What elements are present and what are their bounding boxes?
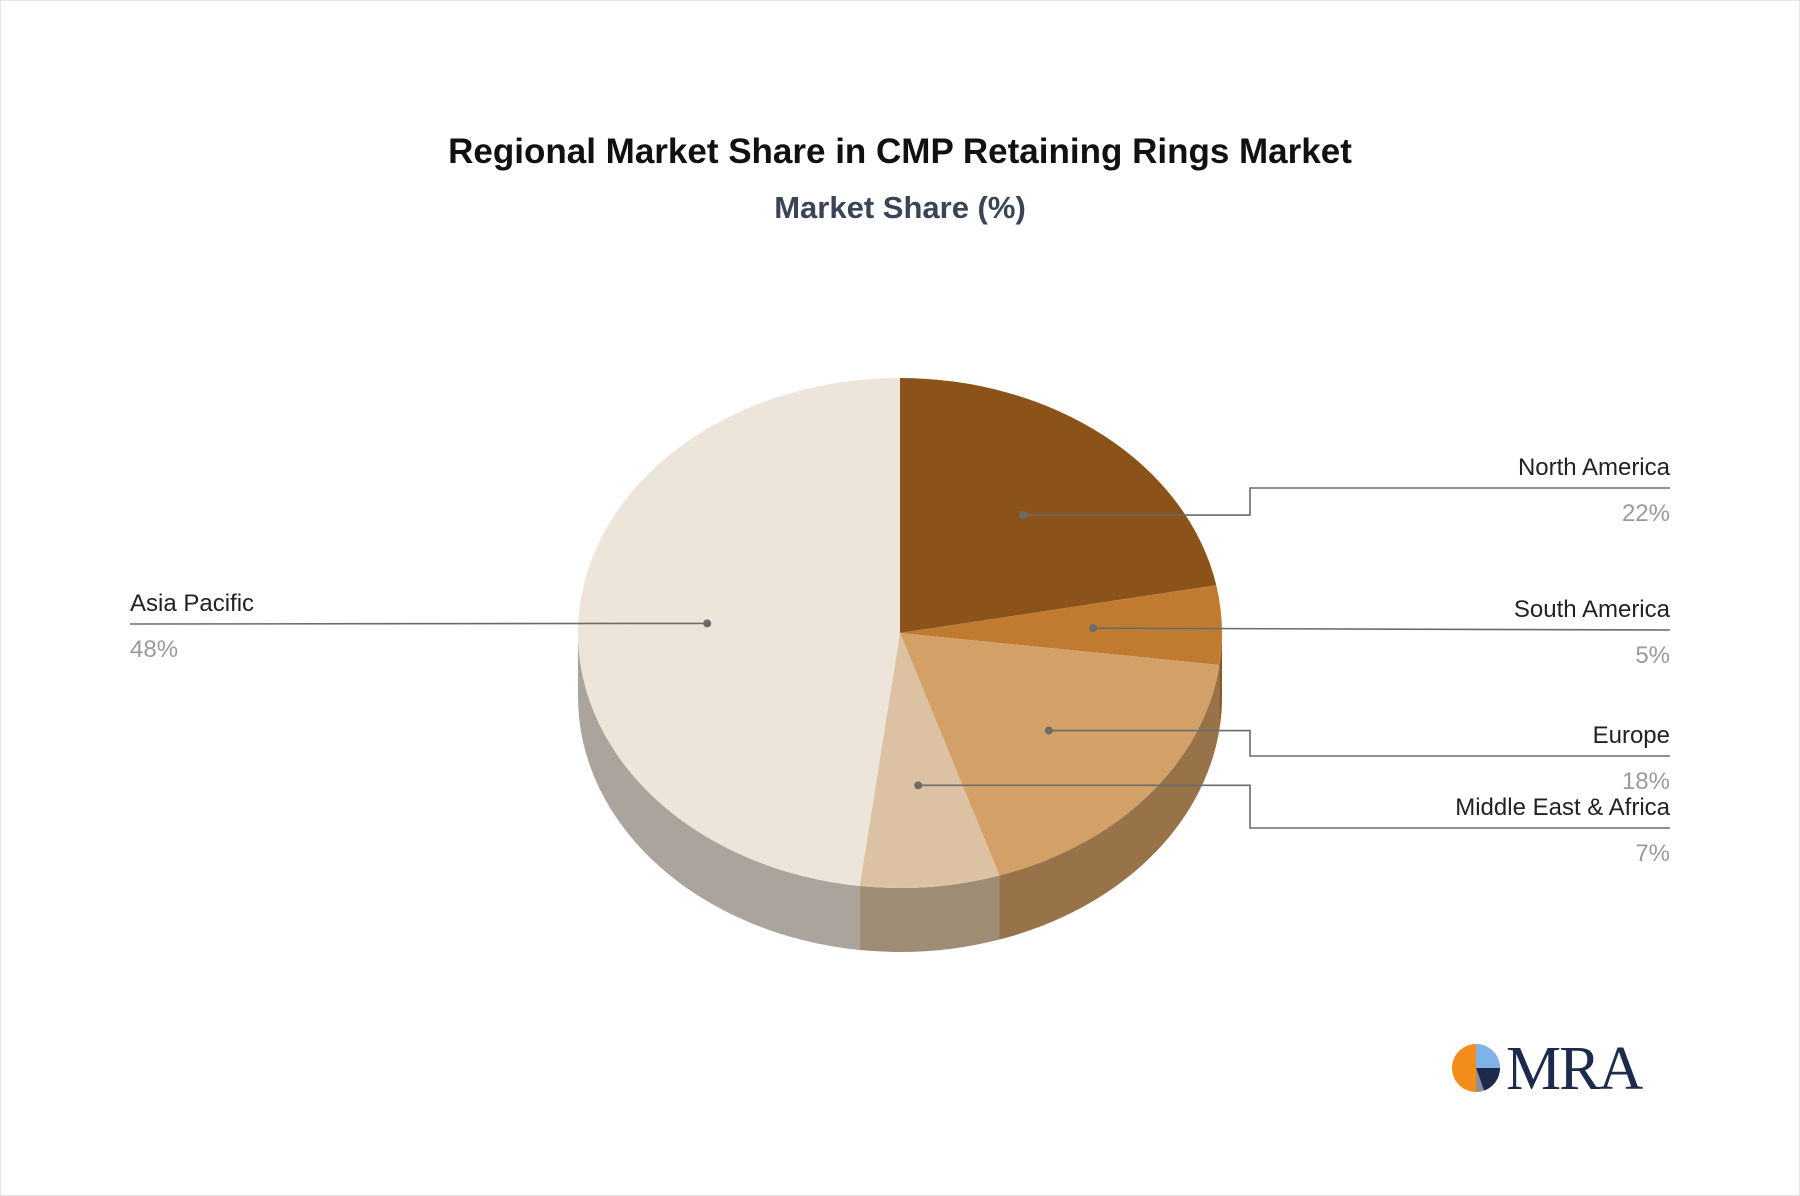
pie-slice-europe[interactable]: [900, 633, 1220, 876]
chart-title: Regional Market Share in CMP Retaining R…: [448, 132, 1352, 171]
pie-side-asia-pacific: [578, 633, 860, 950]
pie-slice-middle-east-and-africa[interactable]: [859, 633, 1000, 888]
mra-logo: MRA: [1450, 1035, 1643, 1103]
leader-line-middle-east-and-africa: [918, 784, 1670, 829]
leader-dot-asia-pacific: [703, 619, 712, 628]
slice-value-north-america: 22%: [1622, 500, 1670, 527]
slice-value-middle-east-and-africa: 7%: [1635, 840, 1670, 867]
leader-line-asia-pacific: [129, 622, 708, 625]
leader-dot-europe: [1044, 726, 1053, 735]
leader-dot-south-america: [1089, 624, 1098, 633]
pie-slice-south-america[interactable]: [900, 585, 1223, 665]
pie-slice-north-america[interactable]: [900, 378, 1217, 633]
pie-top-faces: [577, 378, 1223, 888]
leader-line-south-america: [1093, 627, 1671, 631]
slice-label-middle-east-and-africa: Middle East & Africa: [1455, 794, 1670, 821]
slice-value-south-america: 5%: [1635, 642, 1670, 669]
slice-label-north-america: North America: [1518, 454, 1671, 481]
logo-text: MRA: [1506, 1035, 1643, 1103]
slice-label-asia-pacific: Asia Pacific: [130, 590, 254, 617]
pie-logo-icon: [1452, 1044, 1500, 1092]
leader-line-north-america: [1023, 487, 1670, 516]
pie-side-south-america: [1219, 633, 1222, 729]
leader-line-europe: [1048, 729, 1670, 757]
pie-3d-sides: [578, 633, 1222, 953]
pie-labels: North America 22% South America 5% Europe 18%…: [129, 454, 1671, 867]
pie-side-middle-east-and-africa: [859, 875, 1000, 953]
slice-value-europe: 18%: [1622, 768, 1670, 795]
leader-dot-middle-east-and-africa: [914, 781, 923, 790]
slice-label-south-america: South America: [1514, 596, 1671, 623]
pie-side-europe: [999, 664, 1220, 940]
pie-slice-asia-pacific[interactable]: [577, 378, 900, 886]
slice-value-asia-pacific: 48%: [130, 636, 178, 663]
leader-dot-north-america: [1019, 511, 1028, 520]
chart-subtitle: Market Share (%): [774, 190, 1026, 225]
slice-label-europe: Europe: [1593, 722, 1670, 749]
